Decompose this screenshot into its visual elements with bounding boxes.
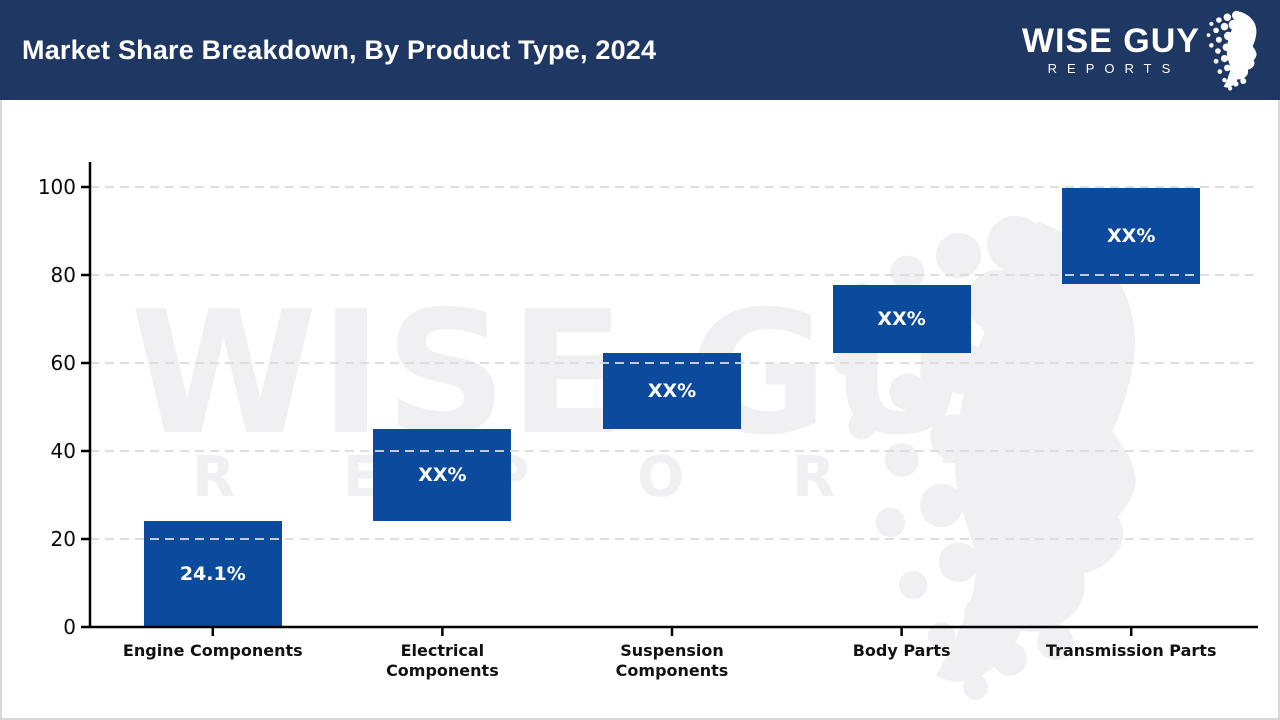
axes-layer — [81, 162, 1258, 636]
x-axis-label: Transmission Parts — [1011, 641, 1251, 661]
wiseguy-logo: WISE GUY REPORTS — [1022, 7, 1262, 93]
x-axis-label-line: Engine Components — [122, 641, 303, 660]
logo-reports-text: REPORTS — [1047, 61, 1181, 76]
y-axis-labels: 0 20 40 60 80 100 — [2, 100, 1278, 718]
bar-electrical-components: XX% — [373, 429, 512, 521]
watermark-name-text: WISE GUY — [130, 275, 1096, 473]
x-axis-label: Electrical Components — [322, 641, 562, 681]
bar-engine-components: 24.1% — [143, 520, 282, 627]
bar-transmission-parts: XX% — [1062, 187, 1201, 284]
x-axis-label: Engine Components — [93, 641, 333, 661]
x-axis-label: Body Parts — [782, 641, 1022, 661]
y-tick-label: 100 — [37, 175, 76, 199]
bar-value-label: XX% — [877, 308, 926, 331]
bar-value-label: XX% — [1107, 224, 1156, 247]
bar-body-parts: XX% — [832, 285, 971, 354]
logo-name-text: WISE GUY — [1021, 22, 1200, 60]
y-tick-label: 0 — [63, 615, 76, 639]
x-axis-label-line: Components — [386, 661, 499, 680]
page-title: Market Share Breakdown, By Product Type,… — [22, 34, 657, 65]
watermark-head-icon — [772, 210, 1202, 710]
bar-value-label: XX% — [647, 380, 697, 403]
bar-value-label: XX% — [418, 463, 467, 486]
y-tick-label: 60 — [50, 351, 76, 375]
x-axis-label-line: Suspension — [620, 641, 724, 660]
x-axis-label-line: Components — [615, 661, 729, 680]
watermark-reports-text: R E P O R T S — [192, 445, 1173, 510]
header-bar: Market Share Breakdown, By Product Type,… — [0, 0, 1280, 100]
y-tick-label: 40 — [50, 439, 76, 463]
logo-text: WISE GUY REPORTS — [1022, 24, 1200, 76]
x-axis-labels: Engine Components Electrical Components Sus… — [2, 100, 1278, 718]
x-axis-label: Suspension Components — [552, 641, 792, 681]
bar-value-label: 24.1% — [179, 562, 246, 585]
bars-layer: 24.1% XX% XX% XX% XX% — [2, 100, 1278, 718]
y-tick-label: 80 — [50, 263, 76, 287]
x-axis-label-line: Electrical — [400, 641, 485, 660]
wiseguy-head-icon — [1202, 9, 1262, 93]
y-tick-label: 20 — [50, 527, 76, 551]
x-axis-label-line: Transmission Parts — [1045, 641, 1217, 660]
x-axis-label-line: Body Parts — [852, 641, 951, 660]
bar-suspension-components: XX% — [603, 353, 741, 429]
chart-area: WISE GUY R E P O R T S 24.1% XX% XX% XX% XX%… — [0, 100, 1280, 720]
